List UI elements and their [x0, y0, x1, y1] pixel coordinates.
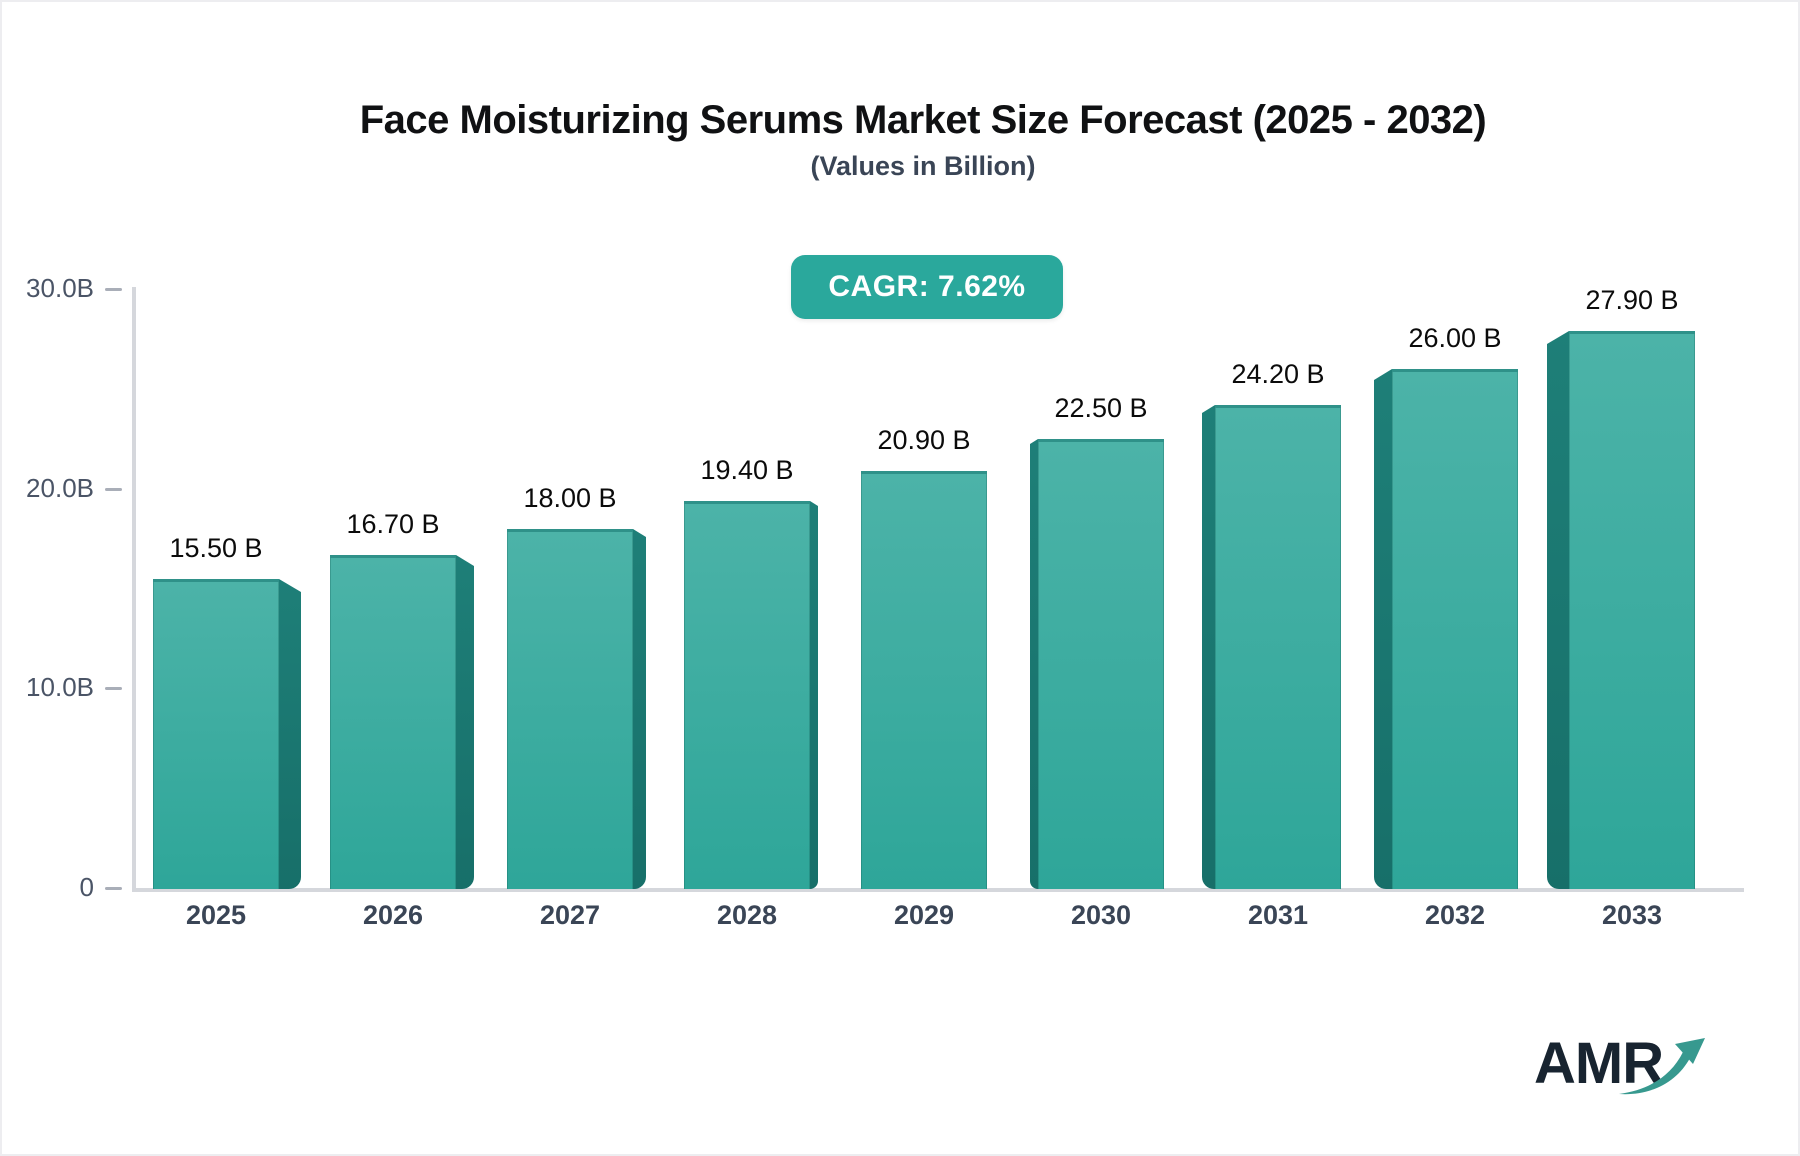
y-tick-label: 20.0B: [26, 473, 94, 503]
bar-2028: [684, 501, 810, 889]
bar-2030: [1038, 439, 1164, 889]
bar-side-2031: [1202, 405, 1215, 889]
bar-side-2027: [633, 529, 646, 889]
x-tick-label-2032: 2032: [1424, 900, 1486, 930]
bar-value-label-2027: 18.00 B: [523, 483, 617, 513]
y-tick-dash: [105, 288, 122, 291]
bar-value-label-2032: 26.00 B: [1408, 323, 1502, 353]
y-tick-label: 0: [79, 872, 94, 902]
bar-value-label-2029: 20.90 B: [877, 425, 971, 455]
bar-2026: [330, 555, 456, 889]
bar-side-2030: [1030, 439, 1038, 889]
y-tick-dash: [105, 687, 122, 690]
bar-value-label-2031: 24.20 B: [1231, 359, 1325, 389]
y-tick-dash: [105, 488, 122, 491]
x-tick-label-2029: 2029: [893, 900, 955, 930]
bar-2031: [1215, 405, 1341, 889]
chart-title: Face Moisturizing Serums Market Size For…: [359, 98, 1487, 142]
x-tick-label-2028: 2028: [716, 900, 778, 930]
x-axis-line: [132, 888, 1744, 892]
bar-2025: [153, 579, 279, 889]
amr-logo-text: AMR: [1534, 1031, 1664, 1096]
bar-2033: [1569, 331, 1695, 889]
bar-2029: [861, 471, 987, 889]
growth-arrow-icon: [1619, 1038, 1705, 1095]
y-tick-label: 30.0B: [26, 273, 94, 303]
cagr-badge: CAGR: 7.62%: [791, 255, 1063, 319]
x-tick-label-2033: 2033: [1601, 900, 1663, 930]
x-tick-label-2026: 2026: [362, 900, 424, 930]
bar-side-2028: [810, 501, 818, 889]
bar-side-2025: [279, 579, 301, 889]
cagr-badge-label: CAGR: 7.62%: [828, 270, 1026, 303]
bar-side-2026: [456, 555, 474, 889]
chart-subtitle: (Values in Billion): [810, 151, 1036, 181]
bar-value-label-2030: 22.50 B: [1054, 393, 1148, 423]
bar-side-2032: [1374, 369, 1392, 889]
y-tick-dash: [105, 887, 122, 890]
y-tick-label: 10.0B: [26, 672, 94, 702]
bar-value-label-2025: 15.50 B: [169, 533, 263, 563]
y-axis-line: [132, 287, 136, 892]
x-tick-label-2031: 2031: [1247, 900, 1309, 930]
bar-value-label-2026: 16.70 B: [346, 509, 440, 539]
x-tick-label-2025: 2025: [185, 900, 247, 930]
bar-value-label-2033: 27.90 B: [1585, 285, 1679, 315]
bar-2032: [1392, 369, 1518, 889]
bar-2027: [507, 529, 633, 889]
bar-side-2033: [1547, 331, 1569, 889]
amr-logo: AMR: [1534, 1030, 1734, 1120]
x-tick-label-2027: 2027: [539, 900, 601, 930]
x-tick-label-2030: 2030: [1070, 900, 1132, 930]
bar-value-label-2028: 19.40 B: [700, 455, 794, 485]
